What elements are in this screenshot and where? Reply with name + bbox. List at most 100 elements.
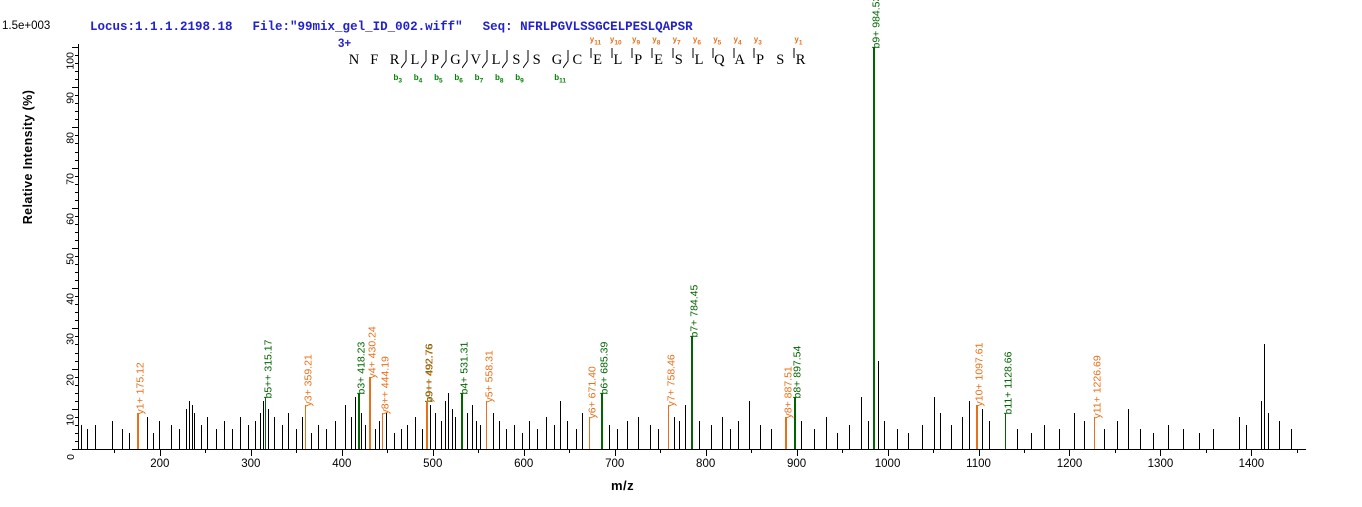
peak-label: b8+ 897.54 [791, 345, 804, 399]
x-axis-minor-tick [1296, 450, 1298, 453]
peak-unassigned [638, 416, 640, 449]
y-axis-minor-tick [75, 175, 78, 177]
y-axis-minor-tick [75, 111, 78, 113]
x-axis-tick-label: 500 [423, 458, 443, 470]
y-axis-tick [72, 167, 78, 169]
peak-unassigned [679, 420, 681, 449]
peak-unassigned [310, 432, 312, 449]
sequence-residue: Q [714, 52, 725, 68]
peak-b-ion [264, 396, 267, 449]
peak-unassigned [191, 404, 193, 449]
peak-unassigned [440, 420, 442, 449]
y-axis-minor-tick [75, 320, 78, 322]
y-axis-tick [72, 328, 78, 330]
x-axis-tick [1160, 450, 1162, 456]
sequence-residue: A [734, 52, 745, 68]
sequence-residue: L [410, 52, 420, 68]
x-axis-tick [978, 450, 980, 456]
peak-unassigned [499, 420, 501, 449]
seq-prefix: Seq: [482, 20, 513, 34]
file-text: File:"99mix_gel_ID_002.wiff" [252, 20, 463, 34]
peak-unassigned [1127, 408, 1129, 449]
intensity-scale-label: 1.5e+003 [2, 20, 51, 32]
locus-text: Locus:1.1.1.2198.18 [90, 20, 233, 34]
y-axis-minor-tick [75, 159, 78, 161]
peak-unassigned [207, 416, 209, 449]
peak-unassigned [80, 424, 82, 449]
peak-unassigned [421, 428, 423, 449]
y-axis-minor-tick [75, 424, 78, 426]
sequence-residue: P [755, 52, 765, 68]
x-axis-tick-label: 900 [787, 458, 807, 470]
y-ion-tick-icon [631, 48, 633, 58]
peak-unassigned [867, 420, 869, 449]
peak-unassigned [153, 432, 155, 449]
b-ion-tick-icon [441, 50, 447, 69]
peak-unassigned [259, 412, 261, 449]
y-axis-minor-tick [75, 119, 78, 121]
peak-unassigned [158, 420, 160, 449]
peak-unassigned [360, 412, 362, 449]
peak-label: y6+ 671.40 [586, 366, 599, 419]
x-axis-tick [341, 450, 343, 456]
y-ion-tick-icon [753, 48, 755, 58]
sequence-residue: F [370, 52, 379, 68]
x-axis-tick-label: 600 [514, 458, 534, 470]
peak-unassigned [379, 420, 381, 449]
y-axis-minor-tick [75, 440, 78, 442]
peak-unassigned [111, 420, 113, 449]
peak-b-ion [691, 336, 693, 449]
peak-unassigned [560, 400, 562, 449]
y-ion-label: y8 [652, 35, 661, 47]
y-axis-minor-tick [75, 352, 78, 354]
y-axis-tick [72, 288, 78, 290]
peak-unassigned [521, 432, 523, 449]
sequence-residue: L [491, 52, 501, 68]
peak-unassigned [513, 424, 515, 449]
sequence-residue: L [613, 52, 623, 68]
peak-unassigned [907, 432, 909, 449]
peak-unassigned [273, 416, 275, 449]
peak-y-ion [588, 416, 591, 449]
b-ion-label: b6 [454, 73, 463, 85]
x-axis-minor-tick [114, 450, 116, 453]
peak-unassigned [350, 416, 352, 449]
b-ion-label: b3 [393, 73, 403, 85]
peak-unassigned [200, 424, 202, 449]
sequence-residue: P [431, 52, 440, 68]
y-ion-label: y1 [794, 35, 803, 47]
y-ion-tick-icon [672, 48, 674, 58]
y-axis-minor-tick [75, 416, 78, 418]
peak-y-ion [137, 412, 139, 449]
y-axis-minor-tick [75, 215, 78, 217]
peak-label: y9++ 492.76 [423, 343, 436, 403]
peak-unassigned [878, 360, 880, 449]
peak-b-ion [1004, 412, 1006, 449]
y-ion-label: y11 [589, 35, 602, 47]
peak-unassigned [147, 416, 149, 449]
x-axis-tick [250, 450, 252, 456]
peak-unassigned [262, 400, 264, 449]
y-ion-label: y3 [753, 35, 762, 47]
spectrum-header: Locus:1.1.1.2198.18 File:"99mix_gel_ID_00… [60, 6, 693, 48]
sequence-residue: E [654, 52, 663, 68]
peak-unassigned [505, 428, 507, 449]
y-axis-minor-tick [75, 344, 78, 346]
b-ion-label: b5 [434, 73, 443, 85]
peak-unassigned [545, 416, 547, 449]
peak-unassigned [940, 412, 942, 449]
y-axis-minor-tick [75, 191, 78, 193]
x-axis-tick [432, 450, 434, 456]
peak-unassigned [1074, 412, 1076, 449]
peak-unassigned [989, 420, 991, 449]
peak-y-ion [381, 412, 384, 449]
peak-unassigned [480, 424, 482, 449]
peak-unassigned [849, 424, 851, 449]
peak-label: y1+ 175.12 [134, 362, 147, 415]
b-ion-tick-icon [400, 50, 407, 69]
peak-unassigned [922, 424, 924, 449]
sequence-residue: N [348, 52, 360, 68]
peak-unassigned [1238, 416, 1240, 449]
y-axis-minor-tick [75, 135, 78, 137]
peak-unassigned [1104, 428, 1106, 449]
